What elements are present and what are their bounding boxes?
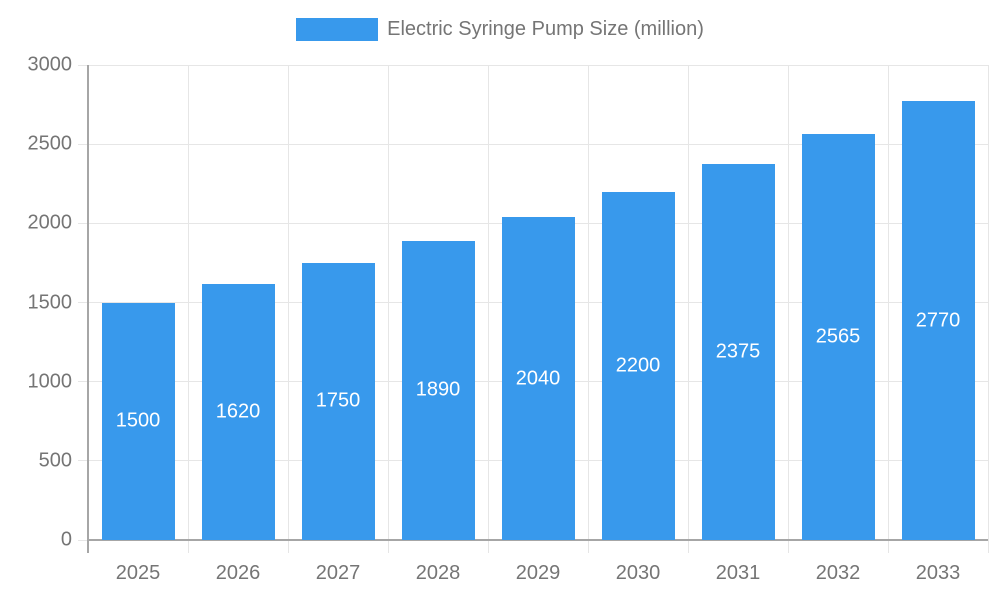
x-tick-mark <box>587 540 589 553</box>
bar-2025[interactable]: 1500 <box>101 302 175 540</box>
x-tick-mark <box>287 540 289 553</box>
v-gridline <box>387 65 389 540</box>
x-axis-label-2030: 2030 <box>615 562 661 584</box>
x-axis-label-2026: 2026 <box>215 562 261 584</box>
h-gridline <box>88 143 988 145</box>
x-axis-label-2025: 2025 <box>115 562 161 584</box>
y-axis-label: 0 <box>60 528 72 551</box>
x-axis-label-2031: 2031 <box>715 562 761 584</box>
x-axis-label-2028: 2028 <box>415 562 461 584</box>
y-tick-mark <box>78 64 88 66</box>
x-tick-mark <box>787 540 789 553</box>
y-axis-label: 2500 <box>27 132 73 155</box>
bar-2030[interactable]: 2200 <box>601 191 675 540</box>
bar-value-label-2027: 1750 <box>315 389 361 412</box>
bar-2032[interactable]: 2565 <box>801 133 875 540</box>
x-axis-label-2032: 2032 <box>815 562 861 584</box>
v-gridline <box>787 65 789 540</box>
y-tick-mark <box>78 539 88 541</box>
y-tick-mark <box>78 143 88 145</box>
y-tick-mark <box>78 381 88 383</box>
h-gridline <box>88 64 988 66</box>
bar-2029[interactable]: 2040 <box>501 217 575 540</box>
x-tick-mark <box>187 540 189 553</box>
v-gridline <box>187 65 189 540</box>
bar-value-label-2032: 2565 <box>815 325 861 348</box>
bar-2027[interactable]: 1750 <box>301 262 375 540</box>
y-tick-mark <box>78 460 88 462</box>
x-tick-mark <box>987 540 989 553</box>
y-axis-label: 2000 <box>27 211 73 234</box>
bar-value-label-2029: 2040 <box>515 367 561 389</box>
x-axis-line <box>88 539 988 541</box>
x-axis-label-2027: 2027 <box>315 562 361 584</box>
bar-value-label-2025: 1500 <box>115 409 161 432</box>
x-axis-label-2029: 2029 <box>515 562 561 584</box>
x-tick-mark <box>887 540 889 553</box>
y-axis-label: 1500 <box>27 291 73 313</box>
legend-item[interactable]: Electric Syringe Pump Size (million) <box>0 18 1000 41</box>
x-tick-mark <box>687 540 689 553</box>
y-tick-mark <box>78 302 88 303</box>
bar-2033[interactable]: 2770 <box>901 101 975 540</box>
bar-value-label-2033: 2770 <box>915 309 961 332</box>
v-gridline <box>887 65 889 540</box>
x-tick-mark <box>387 540 389 553</box>
v-gridline <box>687 65 689 540</box>
x-axis-label-2033: 2033 <box>915 562 961 584</box>
y-tick-mark <box>78 222 88 224</box>
y-axis-label: 500 <box>38 449 72 472</box>
legend-label: Electric Syringe Pump Size (million) <box>387 18 704 40</box>
bar-value-label-2031: 2375 <box>715 340 761 363</box>
v-gridline <box>587 65 589 540</box>
y-axis-label: 1000 <box>27 370 73 393</box>
v-gridline <box>987 65 989 540</box>
bar-value-label-2028: 1890 <box>415 378 461 401</box>
x-tick-mark <box>487 540 489 553</box>
v-gridline <box>287 65 289 540</box>
legend-swatch <box>296 18 379 41</box>
bar-value-label-2026: 1620 <box>215 400 261 423</box>
bar-2028[interactable]: 1890 <box>401 240 475 540</box>
y-axis-line <box>87 65 89 553</box>
bar-2026[interactable]: 1620 <box>201 283 275 540</box>
y-axis-label: 3000 <box>27 53 73 76</box>
bar-2031[interactable]: 2375 <box>701 163 775 540</box>
bar-value-label-2030: 2200 <box>615 354 661 377</box>
v-gridline <box>487 65 489 540</box>
